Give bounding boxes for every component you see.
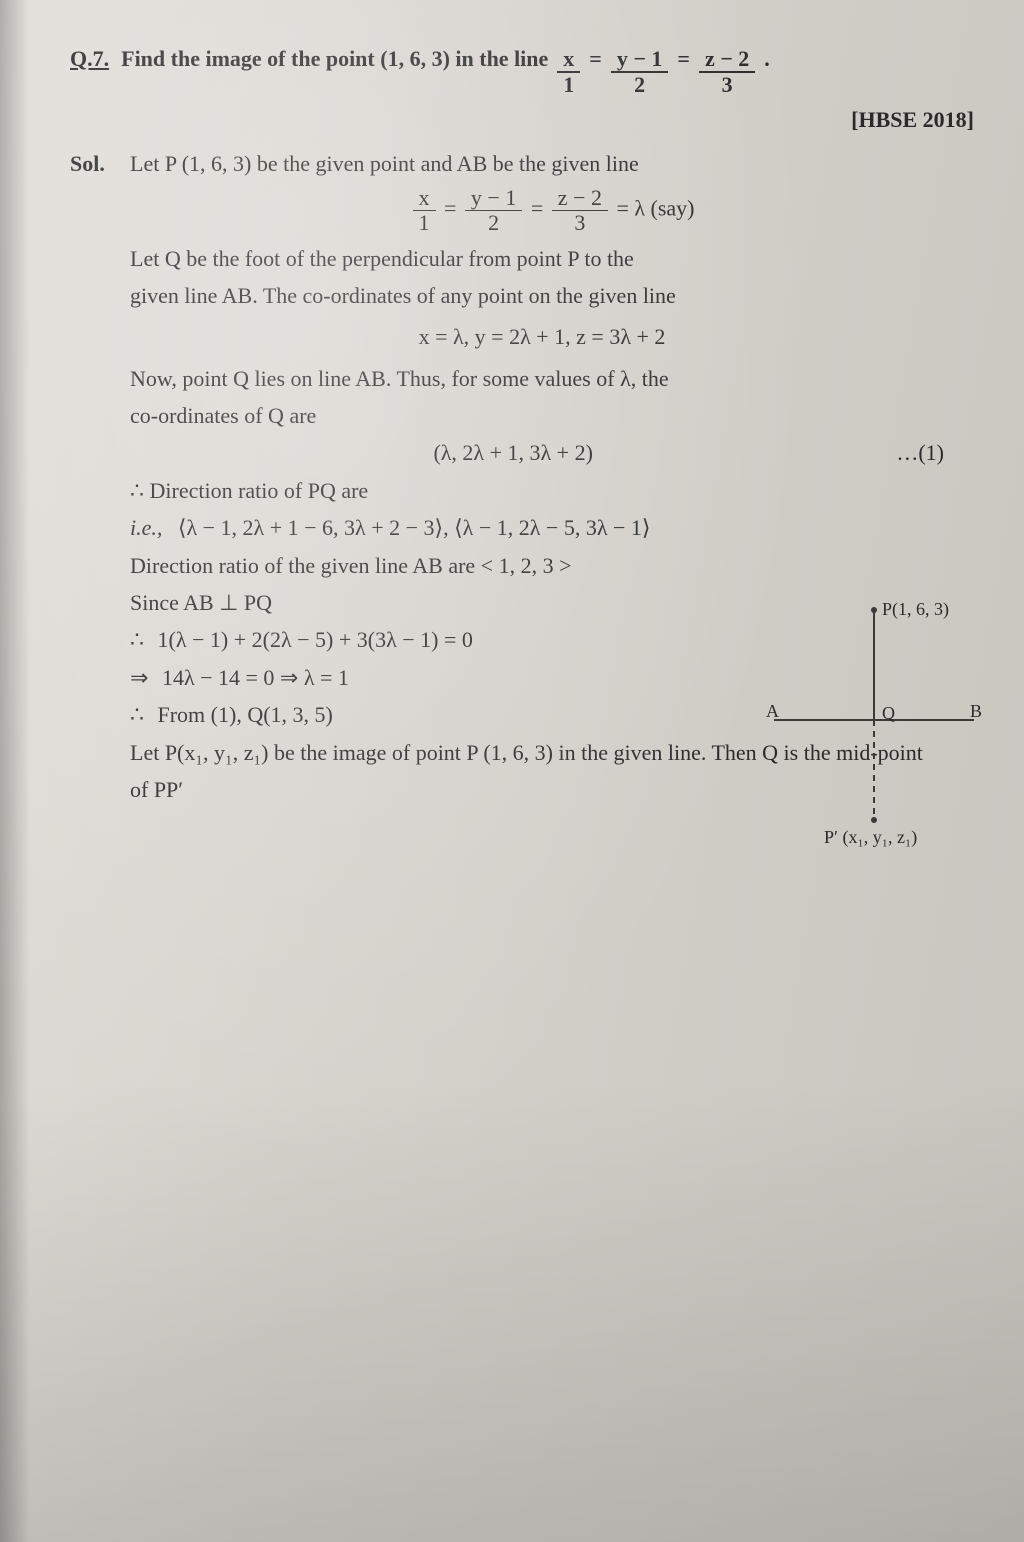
dir-ratio-pq: ⟨λ − 1, 2λ + 1 − 6, 3λ + 2 − 3⟩, ⟨λ − 1,…: [178, 515, 651, 540]
sol-line-2a: Let Q be the foot of the perpendicular f…: [70, 240, 850, 277]
frac-z-3: z − 2 3: [699, 47, 755, 97]
equals-2: =: [677, 40, 690, 77]
eq-line-1: x 1 = y − 1 2 = z − 2 3 = λ (say): [130, 186, 974, 235]
eq-line-8: 1(λ − 1) + 2(2λ − 5) + 3(3λ − 1) = 0: [158, 627, 473, 652]
eq1-suffix: = λ (say): [616, 196, 694, 221]
frac-x-1: x 1: [557, 47, 580, 97]
sol-line-9: ⇒ 14λ − 14 = 0 ⇒ λ = 1: [70, 659, 850, 696]
label-Pprime: P′ (x₁, y₁, z₁): [824, 822, 917, 853]
label-B: B: [970, 696, 982, 727]
eq-line-3: (λ, 2λ + 1, 3λ + 2): [433, 440, 592, 465]
source-tag: [HBSE 2018]: [851, 107, 974, 132]
frac-e1-2: y − 1 2: [465, 186, 522, 235]
eq-line-2: x = λ, y = 2λ + 1, z = 3λ + 2: [110, 318, 974, 355]
sol-line-6: Direction ratio of the given line AB are…: [70, 547, 850, 584]
perpendicular-diagram: P(1, 6, 3) A B Q P′ (x₁, y₁, z₁): [764, 590, 984, 850]
eq-line-9: 14λ − 14 = 0 ⇒ λ = 1: [162, 665, 349, 690]
sol-line-7: Since AB ⊥ PQ: [70, 584, 850, 621]
diagram-svg: [764, 590, 984, 850]
therefore-2: ∴: [130, 702, 144, 727]
solution-label: Sol.: [70, 145, 120, 182]
eq3-row: (λ, 2λ + 1, 3λ + 2) …(1): [70, 434, 974, 471]
sol-line-10: ∴ From (1), Q(1, 3, 5): [70, 696, 850, 733]
equals-1: =: [589, 40, 602, 77]
question-text: Find the image of the point (1, 6, 3) in…: [121, 40, 548, 77]
label-P: P(1, 6, 3): [882, 594, 949, 625]
sol-line-3a: Now, point Q lies on line AB. Thus, for …: [70, 360, 850, 397]
ie-label: i.e.,: [130, 515, 162, 540]
frac-e1-1: x 1: [413, 186, 436, 235]
sol-line-4: ∴ Direction ratio of PQ are: [70, 472, 850, 509]
question-row: Q.7. Find the image of the point (1, 6, …: [70, 40, 974, 97]
sol-line-3b: co-ordinates of Q are: [70, 397, 850, 434]
frac-e1-3: z − 2 3: [552, 186, 608, 235]
sol-line-5: i.e., ⟨λ − 1, 2λ + 1 − 6, 3λ + 2 − 3⟩, ⟨…: [70, 509, 850, 546]
eq3-tag: …(1): [896, 434, 944, 471]
label-Q: Q: [882, 698, 895, 729]
implies-1: ⇒: [130, 665, 148, 690]
period: .: [764, 40, 770, 77]
sol-line-2b: given line AB. The co-ordinates of any p…: [70, 277, 850, 314]
textbook-page: Q.7. Find the image of the point (1, 6, …: [0, 0, 1024, 1542]
frac-y-2: y − 1 2: [611, 47, 669, 97]
solution-row: Sol. Let P (1, 6, 3) be the given point …: [70, 145, 974, 182]
eq-line-10: From (1), Q(1, 3, 5): [158, 702, 333, 727]
sol-line-8: ∴ 1(λ − 1) + 2(2λ − 5) + 3(3λ − 1) = 0: [70, 621, 850, 658]
label-A: A: [766, 696, 779, 727]
therefore-1: ∴: [130, 627, 144, 652]
sol-line-1: Let P (1, 6, 3) be the given point and A…: [130, 145, 639, 182]
question-number: Q.7.: [70, 40, 109, 77]
